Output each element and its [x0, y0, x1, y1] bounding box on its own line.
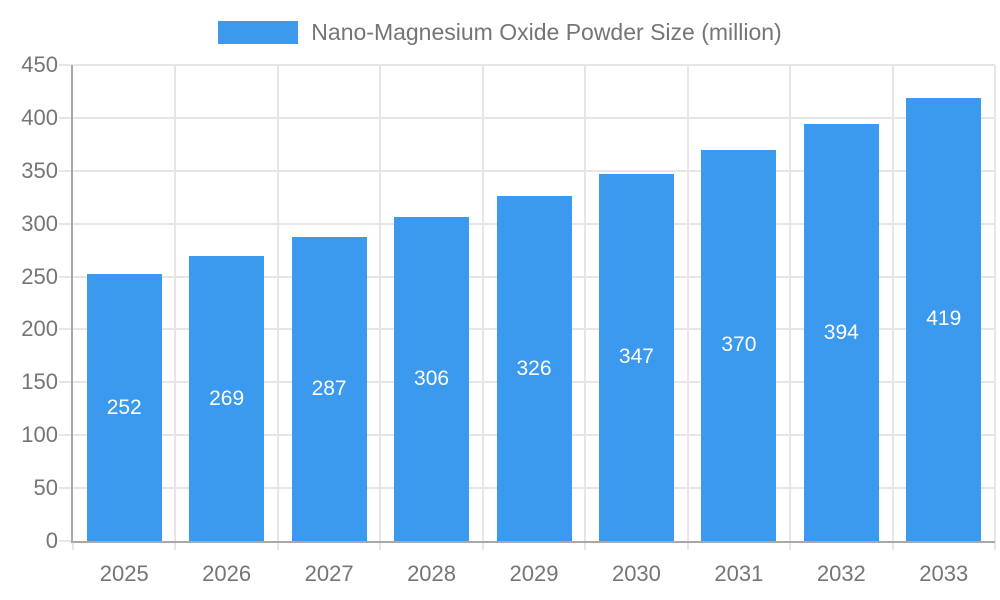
x-gridline — [276, 65, 279, 541]
y-axis-tick-label: 200 — [21, 316, 58, 342]
x-tick — [379, 541, 382, 550]
x-axis-tick-label: 2033 — [919, 561, 969, 586]
x-axis-tick-label: 2028 — [407, 561, 457, 586]
bar-value-label: 370 — [721, 333, 757, 357]
bar-value-label: 306 — [414, 367, 450, 391]
y-tick — [59, 169, 73, 172]
y-tick — [59, 381, 73, 384]
x-gridline — [686, 65, 689, 541]
y-axis-tick-label: 400 — [21, 104, 58, 130]
x-axis-tick-label: 2031 — [714, 561, 764, 586]
x-axis-tick-label: 2025 — [99, 561, 149, 586]
bar-value-label: 252 — [106, 395, 142, 419]
x-tick — [789, 541, 792, 550]
y-gridline — [73, 64, 995, 66]
y-tick — [59, 487, 73, 490]
y-axis-tick-label: 300 — [21, 210, 58, 236]
x-tick — [72, 541, 74, 550]
legend[interactable]: Nano-Magnesium Oxide Powder Size (millio… — [0, 20, 1000, 44]
y-axis-tick-label: 350 — [21, 157, 58, 183]
bar-value-label: 287 — [311, 377, 347, 401]
bar-value-label: 347 — [618, 345, 654, 369]
x-axis-tick-label: 2030 — [611, 561, 661, 586]
y-tick — [59, 222, 73, 225]
y-tick — [59, 540, 73, 542]
y-axis-line — [71, 65, 73, 543]
x-axis-line — [71, 541, 995, 543]
x-gridline — [789, 65, 792, 541]
bar[interactable]: 306 — [394, 217, 470, 541]
y-axis-tick-label: 50 — [33, 475, 58, 501]
y-axis-tick-label: 100 — [21, 422, 58, 448]
x-tick — [174, 541, 177, 550]
y-tick — [59, 116, 73, 119]
x-axis-tick-label: 2027 — [304, 561, 354, 586]
bar[interactable]: 347 — [598, 173, 674, 541]
bar[interactable]: 419 — [906, 97, 982, 541]
y-tick — [59, 434, 73, 437]
y-axis-tick-label: 250 — [21, 263, 58, 289]
y-tick — [59, 328, 73, 331]
y-gridline — [73, 169, 995, 172]
y-tick — [59, 275, 73, 278]
x-gridline — [584, 65, 587, 541]
x-tick — [686, 541, 689, 550]
bar[interactable]: 370 — [701, 149, 777, 541]
x-gridline — [174, 65, 177, 541]
bar-value-label: 269 — [209, 386, 245, 410]
legend-label: Nano-Magnesium Oxide Powder Size (millio… — [311, 19, 782, 45]
x-axis-tick-label: 2032 — [816, 561, 866, 586]
bar-value-label: 419 — [926, 307, 962, 331]
x-tick — [276, 541, 279, 550]
y-gridline — [73, 116, 995, 119]
x-gridline — [379, 65, 382, 541]
y-axis-tick-label: 450 — [21, 52, 58, 77]
bar-value-label: 394 — [823, 320, 859, 344]
bar[interactable]: 252 — [86, 274, 162, 541]
y-axis-tick-label: 0 — [45, 528, 58, 553]
x-tick — [481, 541, 484, 550]
bar[interactable]: 269 — [189, 256, 265, 541]
bar[interactable]: 287 — [291, 237, 367, 541]
x-gridline — [994, 65, 996, 541]
x-gridline — [891, 65, 894, 541]
x-tick — [584, 541, 587, 550]
x-tick — [891, 541, 894, 550]
legend-swatch — [218, 20, 299, 44]
x-axis-tick-label: 2029 — [509, 561, 559, 586]
x-tick — [994, 541, 996, 550]
y-axis-tick-label: 150 — [21, 369, 58, 395]
x-gridline — [481, 65, 484, 541]
x-axis-tick-label: 2026 — [202, 561, 252, 586]
y-tick — [59, 64, 73, 66]
bar[interactable]: 326 — [496, 196, 572, 541]
bar-value-label: 326 — [516, 356, 552, 380]
bar[interactable]: 394 — [803, 124, 879, 541]
